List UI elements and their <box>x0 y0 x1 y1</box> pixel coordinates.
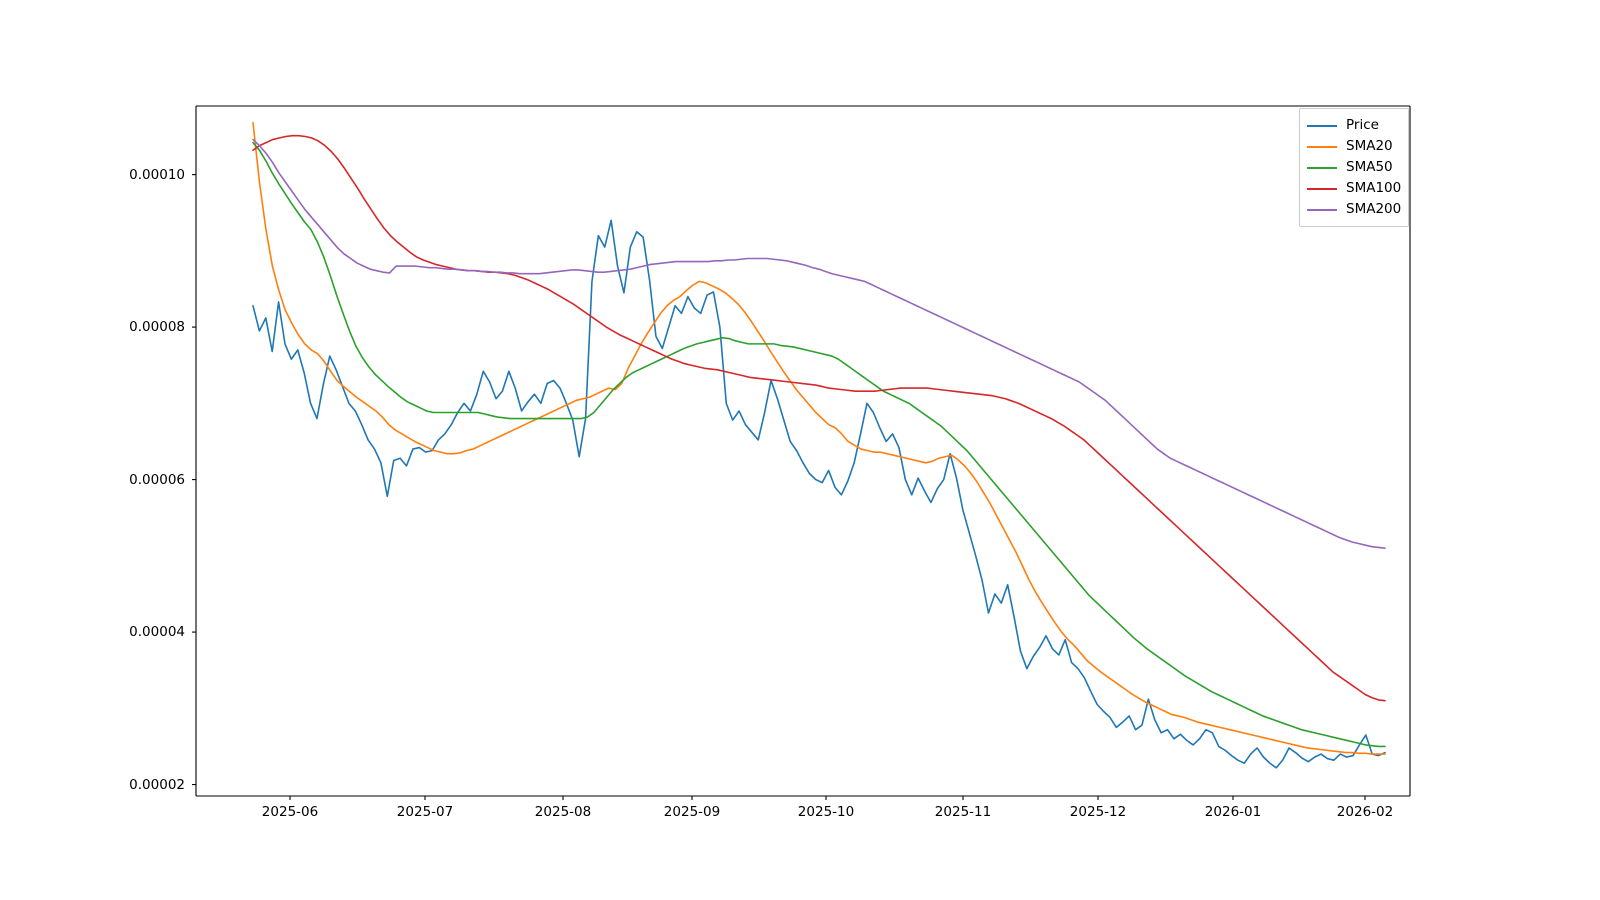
x-tick-label: 2025-11 <box>934 804 992 820</box>
legend-swatch-sma200-icon <box>1307 208 1337 211</box>
x-tick-label: 2025-06 <box>261 804 319 820</box>
chart-legend[interactable]: Price SMA20 SMA50 SMA100 SMA200 <box>1299 108 1409 227</box>
x-axis-ticks <box>289 796 1366 800</box>
legend-item-sma50[interactable]: SMA50 <box>1307 157 1400 178</box>
y-tick-label: 0.00006 <box>129 471 185 488</box>
legend-label: SMA50 <box>1346 158 1393 175</box>
x-tick-label: 2026-02 <box>1336 804 1394 820</box>
legend-label: SMA200 <box>1346 200 1402 217</box>
legend-swatch-sma20-icon <box>1307 145 1337 148</box>
y-axis-ticks <box>192 174 196 786</box>
legend-swatch-sma50-icon <box>1307 166 1337 169</box>
axes-spines <box>195 105 1411 797</box>
x-tick-label: 2025-07 <box>396 804 454 820</box>
legend-item-sma200[interactable]: SMA200 <box>1307 199 1402 220</box>
series-line-sma100 <box>252 134 1386 702</box>
x-tick-label: 2026-01 <box>1204 804 1262 820</box>
series-line-sma200 <box>252 138 1386 550</box>
x-tick-label: 2025-09 <box>663 804 721 820</box>
y-tick-label: 0.00002 <box>129 776 185 793</box>
y-tick-label: 0.00004 <box>129 624 185 641</box>
y-tick-label: 0.00008 <box>129 319 185 336</box>
legend-swatch-sma100-icon <box>1307 187 1337 190</box>
data-series-group <box>252 121 1386 769</box>
x-tick-label: 2025-10 <box>797 804 855 820</box>
series-line-price <box>252 219 1386 769</box>
legend-label: Price <box>1346 116 1379 133</box>
legend-label: SMA100 <box>1346 179 1402 196</box>
y-tick-label: 0.00010 <box>129 166 185 183</box>
x-tick-label: 2025-12 <box>1069 804 1127 820</box>
series-line-sma20 <box>252 121 1386 755</box>
legend-label: SMA20 <box>1346 137 1393 154</box>
legend-item-sma20[interactable]: SMA20 <box>1307 136 1400 157</box>
legend-item-sma100[interactable]: SMA100 <box>1307 178 1402 199</box>
x-tick-label: 2025-08 <box>534 804 592 820</box>
legend-item-price[interactable]: Price <box>1307 115 1400 136</box>
legend-swatch-price-icon <box>1307 124 1337 127</box>
series-line-sma50 <box>252 141 1386 748</box>
